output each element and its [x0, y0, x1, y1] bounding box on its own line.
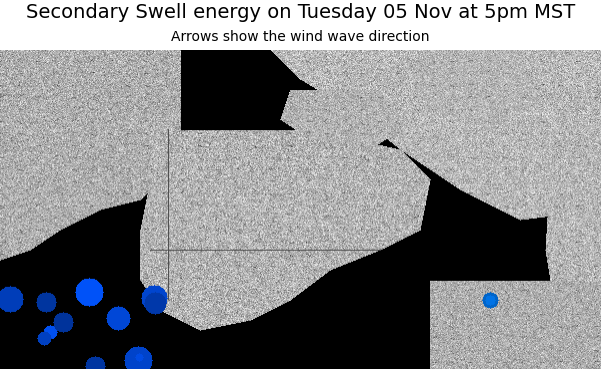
- Text: Secondary Swell energy on Tuesday 05 Nov at 5pm MST: Secondary Swell energy on Tuesday 05 Nov…: [26, 3, 575, 22]
- Text: Arrows show the wind wave direction: Arrows show the wind wave direction: [171, 30, 430, 44]
